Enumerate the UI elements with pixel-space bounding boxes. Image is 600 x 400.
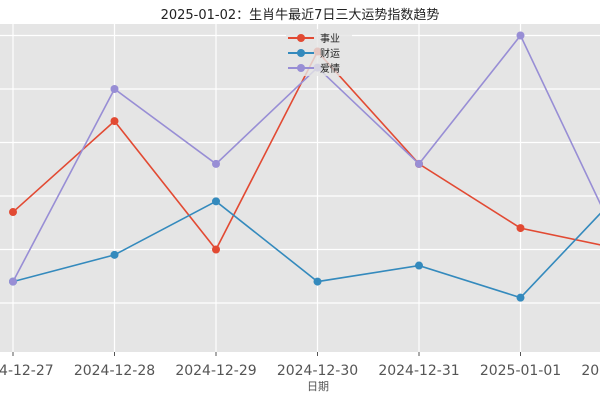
data-point <box>516 31 525 40</box>
legend-item-wealth: 财运 <box>288 45 350 60</box>
legend-label: 财运 <box>320 49 340 60</box>
x-tick-label: 2024-12-29 <box>175 363 256 379</box>
data-point <box>415 159 423 168</box>
data-point <box>212 159 220 168</box>
x-tick-label: 2024-12-27 <box>0 363 54 379</box>
legend-item-love: 爱情 <box>288 60 350 75</box>
data-point <box>9 208 17 217</box>
data-point <box>212 197 220 206</box>
legend-item-career: 事业 <box>288 30 350 45</box>
data-point <box>110 117 119 126</box>
legend-label: 事业 <box>320 34 340 45</box>
data-point <box>516 293 525 302</box>
chart-title: 2025-01-02：生肖牛最近7日三大运势指数趋势 <box>160 8 440 23</box>
plot-area <box>0 24 600 352</box>
x-tick-label: 2025-01-02 <box>581 363 600 379</box>
data-point <box>516 224 525 233</box>
data-point <box>110 250 119 259</box>
x-tick-label: 2024-12-31 <box>378 363 459 379</box>
data-point <box>212 245 220 254</box>
x-tick-label: 2025-01-01 <box>480 363 561 379</box>
legend-marker-icon <box>288 48 314 58</box>
data-point <box>110 85 119 93</box>
data-point <box>313 277 322 286</box>
x-tick-label: 2024-12-30 <box>277 363 358 379</box>
legend-marker-icon <box>288 63 314 73</box>
data-point <box>9 277 17 286</box>
x-tick-label: 2024-12-28 <box>74 363 155 379</box>
legend: 事业 财运 爱情 <box>286 29 352 76</box>
data-point <box>415 261 423 270</box>
legend-label: 爱情 <box>320 64 340 75</box>
x-axis-label: 日期 <box>307 380 329 393</box>
legend-marker-icon <box>288 33 314 43</box>
